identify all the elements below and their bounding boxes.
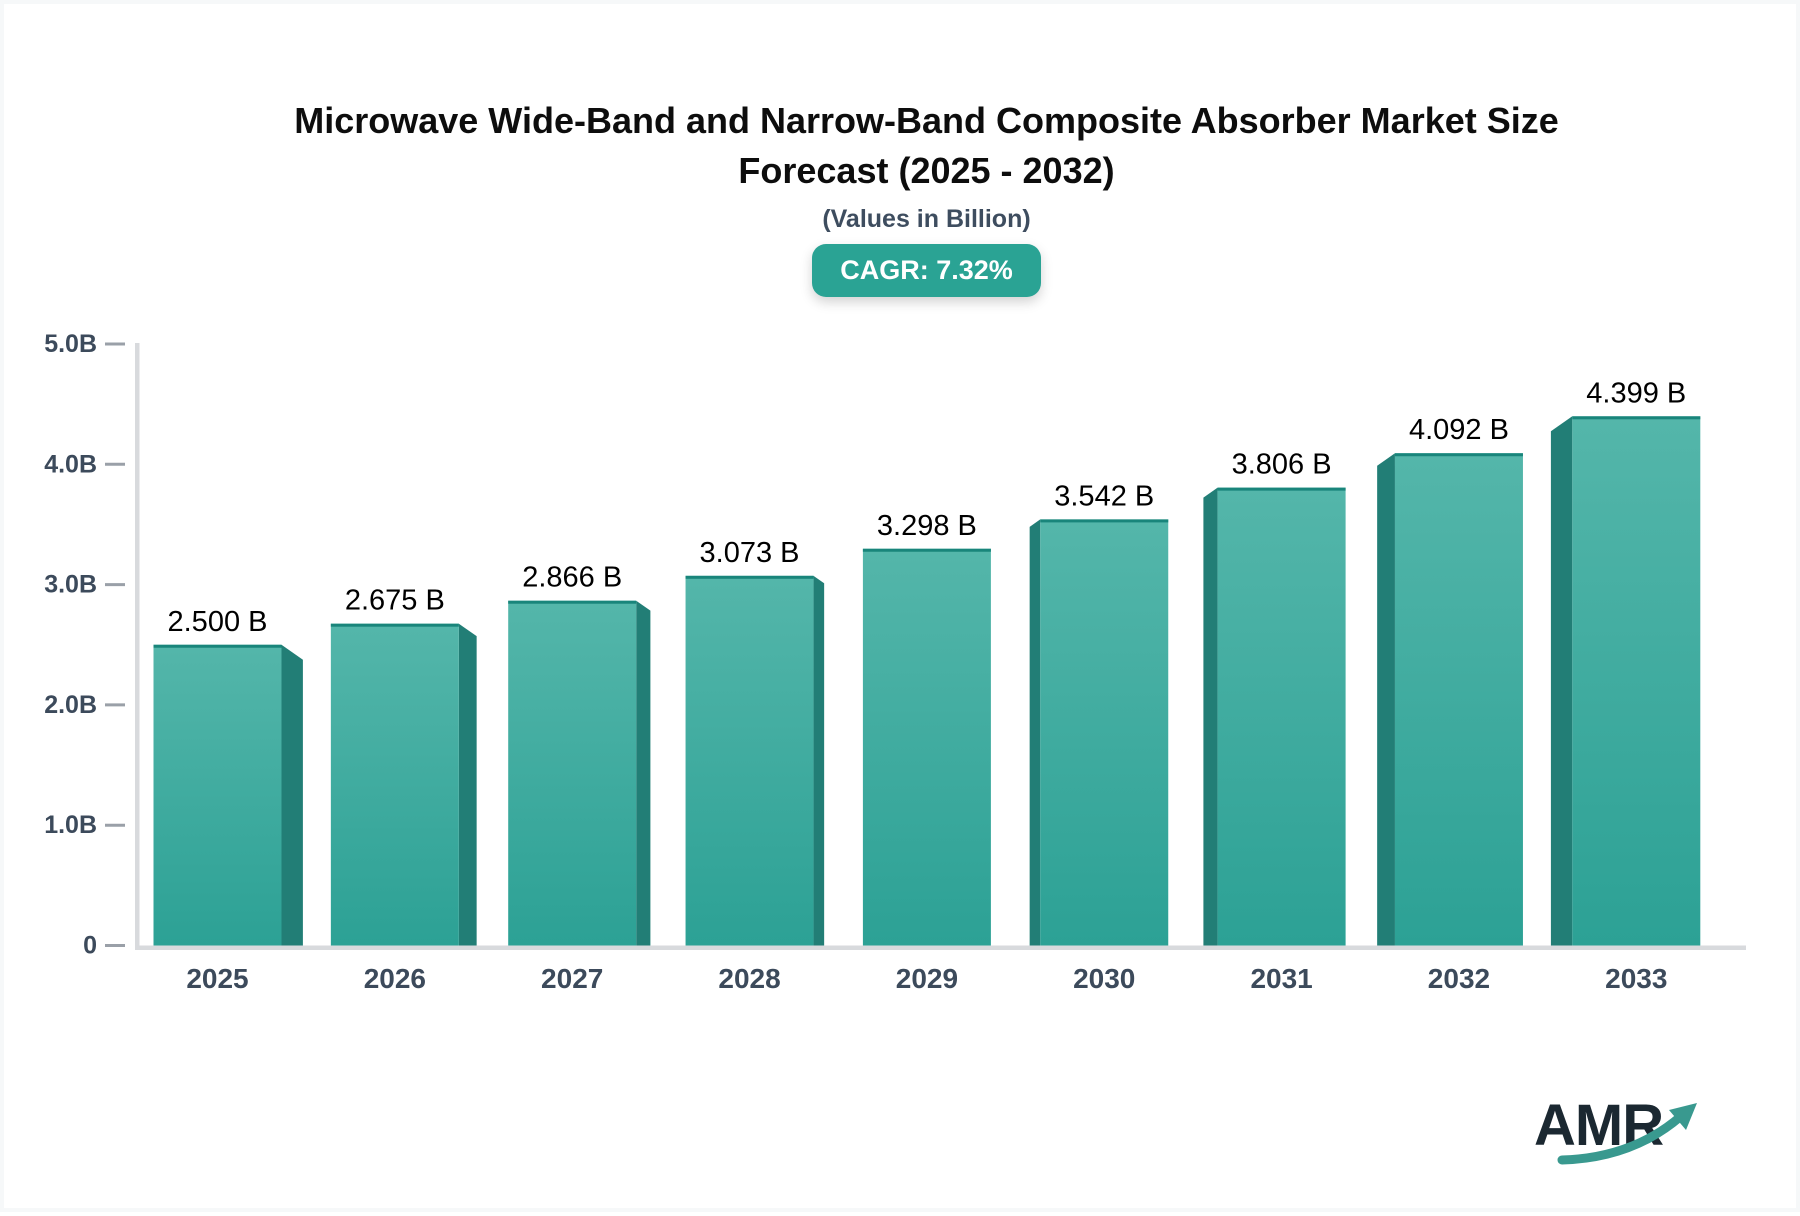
bar-front-face — [1572, 416, 1701, 946]
bar-value-label: 3.073 B — [700, 537, 800, 569]
bar-value-label: 3.806 B — [1232, 449, 1332, 481]
bar-side-face — [1377, 453, 1395, 946]
x-tick-label: 2032 — [1428, 963, 1490, 994]
x-axis-line — [135, 945, 1746, 950]
y-tick-label: 5.0B — [44, 330, 97, 358]
bar-top-edge — [153, 644, 282, 648]
x-tick-label: 2030 — [1073, 963, 1135, 994]
bar-value-label: 4.092 B — [1409, 414, 1509, 446]
bar-front-face — [685, 575, 814, 946]
bar-value-label: 3.542 B — [1054, 480, 1154, 512]
page-title: Microwave Wide-Band and Narrow-Band Comp… — [135, 96, 1718, 196]
x-tick-label: 2029 — [896, 963, 958, 994]
bar-value-label: 2.866 B — [522, 562, 622, 594]
y-tick-label: 4.0B — [44, 450, 97, 478]
title-line-1: Microwave Wide-Band and Narrow-Band Comp… — [294, 100, 1559, 141]
y-axis-line — [135, 343, 140, 950]
bar-value-label: 2.500 B — [168, 606, 268, 638]
bar-2031[interactable] — [1203, 487, 1346, 946]
x-axis: 2025 2026 2027 2028 2029 2030 2031 2032 2033 — [186, 963, 1667, 994]
x-tick-label: 2028 — [718, 963, 780, 994]
bar-2033[interactable] — [1550, 416, 1701, 946]
bar-top-edge — [1572, 416, 1701, 420]
bars-group: 2.500 B 2.675 B 2.866 B 3.073 B 3.298 B 3.542… — [153, 377, 1701, 946]
bar-2028[interactable] — [685, 575, 825, 946]
bar-side-face — [1203, 487, 1218, 946]
bar-side-face — [281, 644, 303, 946]
x-tick-label: 2031 — [1250, 963, 1312, 994]
bar-2032[interactable] — [1377, 453, 1523, 946]
bar-front-face — [1217, 487, 1346, 946]
x-tick-label: 2027 — [541, 963, 603, 994]
bar-front-face — [862, 548, 991, 946]
logo-arrow-icon — [1557, 1112, 1685, 1165]
bar-2029[interactable] — [862, 548, 991, 946]
bar-front-face — [153, 644, 282, 946]
bar-top-edge — [1040, 519, 1169, 523]
bar-top-edge — [1394, 453, 1523, 457]
bar-side-face — [813, 575, 825, 946]
bar-side-face — [636, 600, 651, 946]
bar-front-face — [330, 623, 459, 946]
bar-side-face — [1550, 416, 1573, 946]
bar-2026[interactable] — [330, 623, 477, 946]
bar-top-edge — [685, 575, 814, 579]
bar-top-edge — [1217, 487, 1346, 491]
market-forecast-bar-chart: 0 1.0B 2.0B 3.0B 4.0B 5.0B 2.500 B 2.675 B 2.86… — [44, 330, 1746, 994]
bar-2027[interactable] — [508, 600, 651, 946]
bar-top-edge — [330, 623, 459, 627]
bar-value-label: 3.298 B — [877, 510, 977, 542]
bar-front-face — [1394, 453, 1523, 946]
y-tick-label: 0 — [83, 932, 97, 960]
cagr-badge: CAGR: 7.32% — [812, 244, 1041, 297]
chart-subtitle: (Values in Billion) — [822, 205, 1031, 233]
bar-side-face — [458, 623, 477, 946]
axis-lines — [135, 343, 1746, 950]
title-line-2: Forecast (2025 - 2032) — [738, 150, 1115, 191]
y-tick-label: 3.0B — [44, 571, 97, 599]
bar-top-edge — [508, 600, 637, 604]
bar-2030[interactable] — [1029, 519, 1169, 946]
logo-arrow-head-icon — [1669, 1103, 1697, 1130]
logo-text: AMR — [1534, 1093, 1663, 1158]
bar-2025[interactable] — [153, 644, 303, 946]
chart-header: Microwave Wide-Band and Narrow-Band Comp… — [135, 96, 1718, 297]
bar-side-face — [1029, 519, 1041, 946]
amr-logo: AMR — [1534, 1093, 1697, 1165]
bar-value-label: 2.675 B — [345, 585, 445, 617]
y-tick-label: 1.0B — [44, 811, 97, 839]
y-axis: 0 1.0B 2.0B 3.0B 4.0B 5.0B — [44, 330, 125, 960]
bar-top-edge — [862, 548, 991, 552]
x-tick-label: 2025 — [186, 963, 248, 994]
bar-value-label: 4.399 B — [1586, 377, 1686, 409]
bar-front-face — [508, 600, 637, 946]
x-tick-label: 2033 — [1605, 963, 1667, 994]
x-tick-label: 2026 — [364, 963, 426, 994]
bar-front-face — [1040, 519, 1169, 946]
y-tick-label: 2.0B — [44, 691, 97, 719]
